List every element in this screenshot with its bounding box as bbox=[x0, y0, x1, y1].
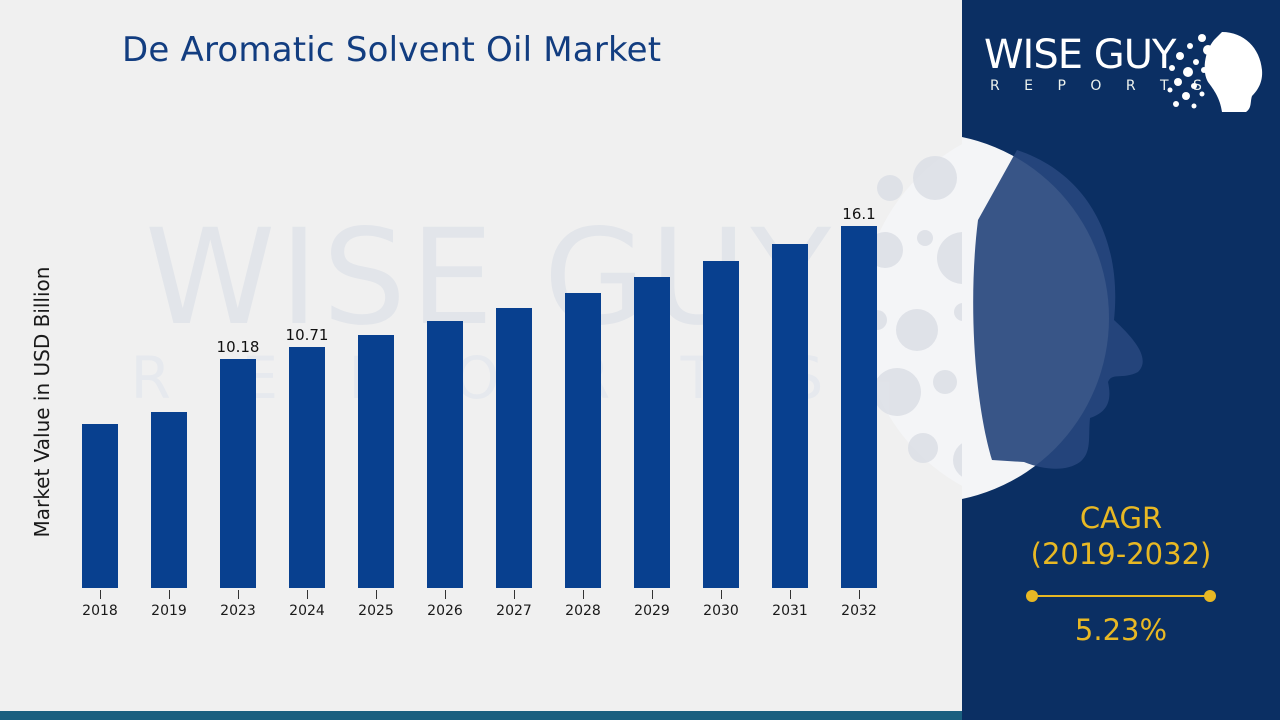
bar-value-label: 10.18 bbox=[216, 338, 260, 356]
x-label-2028: 2028 bbox=[565, 603, 601, 619]
bar-rect bbox=[772, 244, 808, 588]
bar-rect bbox=[220, 359, 256, 588]
x-tick bbox=[583, 590, 584, 599]
bar-2024[interactable]: 10.71 bbox=[286, 326, 328, 588]
x-label-2027: 2027 bbox=[496, 603, 532, 619]
bar-rect bbox=[289, 347, 325, 588]
cagr-title: CAGR bbox=[1079, 501, 1163, 535]
x-label-2031: 2031 bbox=[772, 603, 808, 619]
divider-line bbox=[1032, 594, 1210, 597]
x-tick bbox=[238, 590, 239, 599]
bar-value-label: 16.1 bbox=[842, 205, 876, 223]
bar-rect bbox=[703, 261, 739, 588]
bar-rect bbox=[841, 226, 877, 588]
x-label-2026: 2026 bbox=[427, 603, 463, 619]
face-profile-icon bbox=[1167, 32, 1263, 112]
cagr-value: 5.23% bbox=[1074, 612, 1168, 647]
x-tick bbox=[445, 590, 446, 599]
logo-wordmark: WISE GUY bbox=[984, 32, 1176, 78]
footer-strip bbox=[0, 711, 962, 720]
bar-value-label: 10.71 bbox=[285, 326, 329, 344]
bar-2031[interactable] bbox=[772, 244, 808, 588]
x-tick bbox=[790, 590, 791, 599]
x-label-2030: 2030 bbox=[703, 603, 739, 619]
bar-2030[interactable] bbox=[703, 261, 739, 588]
plot-area: Market Value in USD Billion 10.18 10.71 16… bbox=[30, 188, 882, 625]
x-axis-ticks bbox=[82, 589, 882, 599]
bar-rect bbox=[565, 293, 601, 588]
bar-2029[interactable] bbox=[634, 277, 670, 588]
bar-rect bbox=[427, 321, 463, 588]
brand-panel: WISE GUY R E P O R T S bbox=[962, 0, 1280, 720]
bar-rect bbox=[358, 335, 394, 588]
x-tick bbox=[721, 590, 722, 599]
bar-2025[interactable] bbox=[358, 335, 394, 588]
x-tick bbox=[100, 590, 101, 599]
bar-2027[interactable] bbox=[496, 308, 532, 588]
x-tick bbox=[652, 590, 653, 599]
x-tick bbox=[307, 590, 308, 599]
arc-overlay bbox=[962, 136, 1143, 500]
x-label-2023: 2023 bbox=[220, 603, 256, 619]
chart-panel: WISE GUY R E P O R T S bbox=[30, 30, 962, 625]
page-title: De Aromatic Solvent Oil Market bbox=[122, 30, 662, 70]
logo: WISE GUY R E P O R T S bbox=[976, 28, 1268, 116]
bar-2018[interactable] bbox=[82, 424, 118, 588]
bars-container: 10.18 10.71 16.1 bbox=[82, 188, 882, 588]
x-tick bbox=[169, 590, 170, 599]
bar-2023[interactable]: 10.18 bbox=[217, 338, 259, 588]
x-label-2029: 2029 bbox=[634, 603, 670, 619]
cagr-block: CAGR (2019-2032) 5.23% bbox=[962, 500, 1280, 647]
logo-face-icon bbox=[1164, 28, 1268, 120]
x-label-2018: 2018 bbox=[82, 603, 118, 619]
x-tick bbox=[859, 590, 860, 599]
bar-rect bbox=[82, 424, 118, 588]
bar-2028[interactable] bbox=[565, 293, 601, 588]
divider-dot-right bbox=[1204, 589, 1216, 602]
cagr-divider bbox=[1026, 589, 1216, 603]
x-label-2024: 2024 bbox=[289, 603, 325, 619]
x-tick bbox=[514, 590, 515, 599]
bar-rect bbox=[151, 412, 187, 588]
x-axis-labels: 2018 2019 2023 2024 2025 2026 2027 2028 2029 2030… bbox=[82, 603, 882, 625]
bar-2019[interactable] bbox=[151, 412, 187, 588]
bar-2032[interactable]: 16.1 bbox=[841, 205, 877, 588]
bar-rect bbox=[496, 308, 532, 588]
bar-rect bbox=[634, 277, 670, 588]
x-label-2019: 2019 bbox=[151, 603, 187, 619]
y-axis-label: Market Value in USD Billion bbox=[30, 266, 54, 538]
cagr-period: (2019-2032) bbox=[1030, 537, 1212, 572]
x-tick bbox=[376, 590, 377, 599]
x-label-2032: 2032 bbox=[841, 603, 877, 619]
bar-2026[interactable] bbox=[427, 321, 463, 588]
x-label-2025: 2025 bbox=[358, 603, 394, 619]
logo-tagline: R E P O R T S bbox=[990, 78, 1212, 94]
